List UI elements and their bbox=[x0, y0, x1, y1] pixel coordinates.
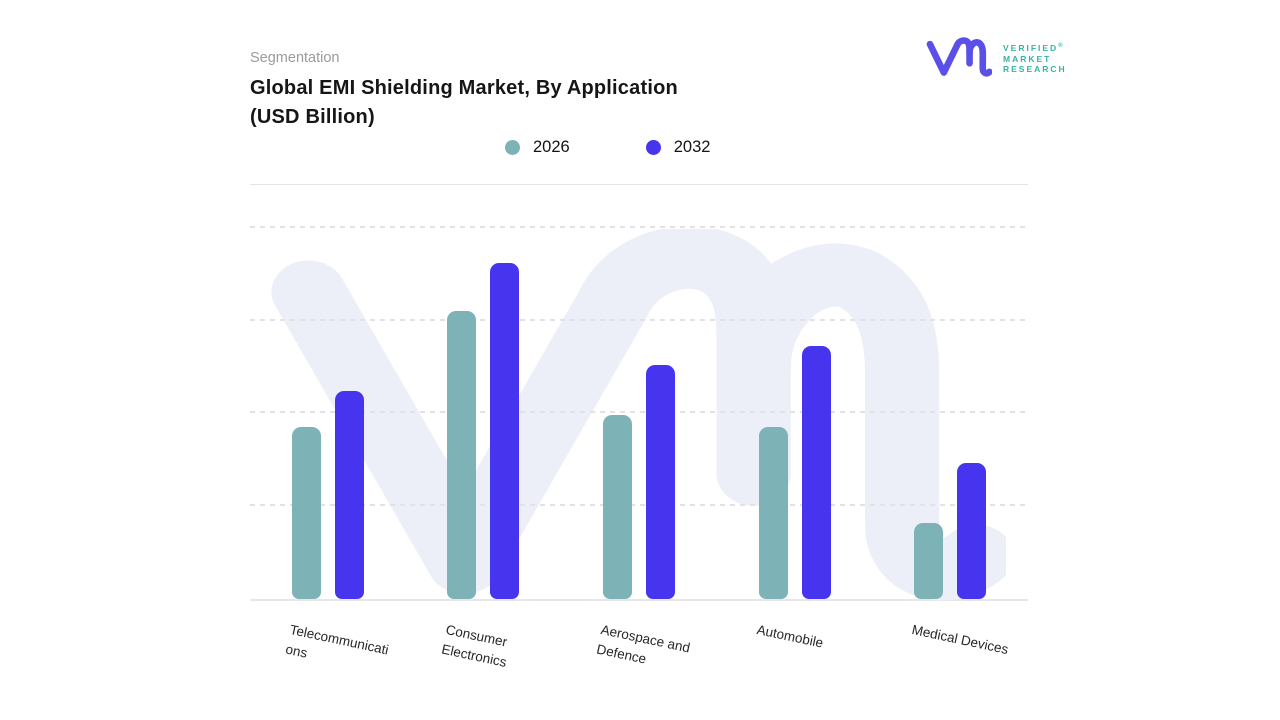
bar-medical-devices-2026[interactable] bbox=[914, 522, 944, 599]
bar-automobile-2032[interactable] bbox=[801, 345, 831, 599]
x-label-aerospace-and-defence: Aerospace and Defence bbox=[595, 621, 692, 667]
bar-group-medical-devices bbox=[872, 225, 1028, 599]
eyebrow-label: Segmentation bbox=[250, 50, 340, 66]
x-label-slot-automobile: Automobile bbox=[717, 620, 873, 690]
x-label-slot-aerospace-and-defence: Aerospace and Defence bbox=[561, 620, 717, 690]
x-label-slot-telecommunications: Telecommunicati ons bbox=[250, 620, 406, 690]
x-label-medical-devices: Medical Devices bbox=[910, 621, 1011, 658]
bar-group-telecommunications bbox=[250, 225, 406, 599]
gridline-10 bbox=[250, 504, 1028, 507]
chart-title: Global EMI Shielding Market, By Applicat… bbox=[250, 74, 678, 132]
plot-area bbox=[250, 225, 1028, 601]
bar-telecommunications-2032[interactable] bbox=[334, 391, 364, 599]
header-divider bbox=[250, 184, 1028, 185]
bar-medical-devices-2032[interactable] bbox=[957, 462, 987, 599]
bar-group-consumer-electronics bbox=[406, 225, 562, 599]
vmr-monogram-icon bbox=[926, 37, 992, 77]
bar-group-automobile bbox=[717, 225, 873, 599]
legend-dot-icon bbox=[645, 140, 661, 155]
x-label-consumer-electronics: Consumer Electronics bbox=[439, 621, 509, 670]
x-label-slot-medical-devices: Medical Devices bbox=[872, 620, 1028, 690]
bar-group-aerospace-and-defence bbox=[561, 225, 717, 599]
chart-title-line2: (USD Billion) bbox=[250, 106, 375, 128]
vmr-logo: VERIFIED® MARKET RESEARCH bbox=[926, 36, 1067, 80]
x-axis-labels: Telecommunicati ons Consumer Electronics Aer… bbox=[250, 620, 1028, 690]
legend-item-2032[interactable]: 2032 bbox=[645, 138, 711, 157]
vmr-logo-text: VERIFIED® MARKET RESEARCH bbox=[1003, 43, 1067, 75]
legend: 2026 2032 bbox=[505, 138, 710, 157]
legend-item-2026[interactable]: 2026 bbox=[505, 138, 570, 157]
gridline-30 bbox=[250, 318, 1028, 321]
bar-consumer-electronics-2026[interactable] bbox=[447, 311, 477, 599]
bar-telecommunications-2026[interactable] bbox=[291, 427, 321, 599]
legend-dot-icon bbox=[505, 140, 520, 155]
bar-aerospace-and-defence-2032[interactable] bbox=[645, 365, 675, 599]
x-label-slot-consumer-electronics: Consumer Electronics bbox=[406, 620, 562, 690]
legend-label: 2032 bbox=[673, 138, 711, 156]
x-label-telecommunications: Telecommunicati ons bbox=[284, 621, 390, 661]
registered-mark: ® bbox=[1058, 43, 1063, 50]
bar-groups bbox=[250, 225, 1028, 599]
gridline-40 bbox=[250, 225, 1028, 228]
x-label-automobile: Automobile bbox=[755, 621, 825, 651]
gridline-20 bbox=[250, 411, 1028, 414]
chart-title-line1: Global EMI Shielding Market, By Applicat… bbox=[250, 77, 678, 99]
legend-label: 2026 bbox=[533, 138, 570, 156]
bar-aerospace-and-defence-2026[interactable] bbox=[602, 415, 632, 599]
bar-automobile-2026[interactable] bbox=[758, 427, 788, 599]
bar-consumer-electronics-2032[interactable] bbox=[490, 263, 520, 599]
